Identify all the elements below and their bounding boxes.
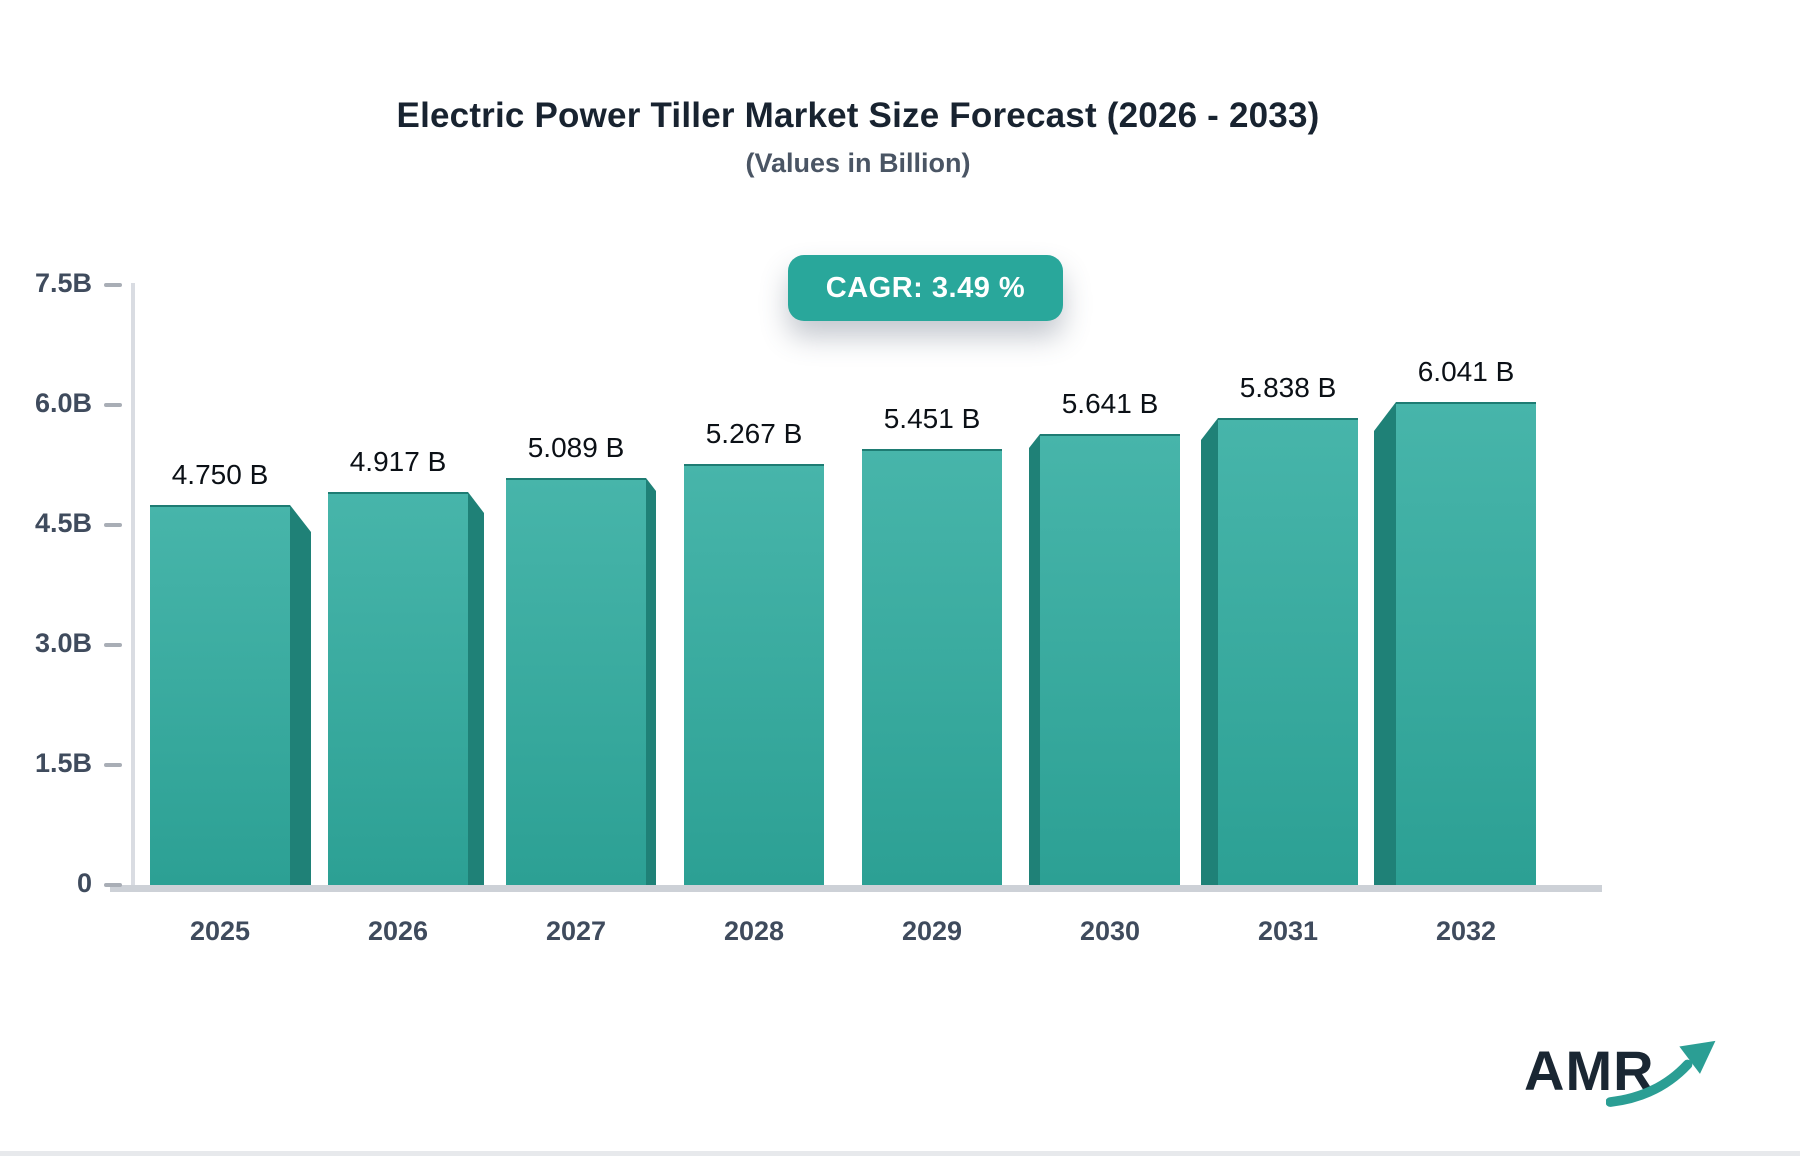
bar-face xyxy=(1218,418,1358,885)
bar-face xyxy=(150,505,290,885)
amr-logo: AMR xyxy=(1524,1030,1734,1125)
chart-title: Electric Power Tiller Market Size Foreca… xyxy=(396,96,1320,135)
y-tick-dash xyxy=(104,523,122,527)
bottom-edge-divider xyxy=(0,1151,1800,1156)
bar-bevel xyxy=(1201,418,1218,885)
bar-face xyxy=(1040,434,1180,885)
y-tick-label: 4.5B xyxy=(34,508,92,538)
bar-value-label: 5.641 B xyxy=(1061,388,1159,419)
bar-bevel xyxy=(1374,402,1396,885)
bar-bevel xyxy=(646,478,656,885)
bar-value-label: 5.838 B xyxy=(1239,372,1337,403)
bar-bevel xyxy=(290,505,311,885)
y-tick-dash xyxy=(104,763,122,767)
cagr-badge-label: CAGR: 3.49 % xyxy=(825,271,1026,304)
bar-bevel xyxy=(1029,434,1040,885)
bar-face xyxy=(684,464,824,885)
bar-value-label: 6.041 B xyxy=(1417,356,1515,387)
amr-logo-text: AMR xyxy=(1524,1039,1655,1102)
y-tick-dash xyxy=(104,883,122,887)
x-axis-label: 2025 xyxy=(189,916,251,946)
y-tick-dash xyxy=(104,283,122,287)
cagr-badge: CAGR: 3.49 % xyxy=(788,255,1063,321)
x-axis-label: 2030 xyxy=(1079,916,1141,946)
x-axis-label: 2031 xyxy=(1257,916,1319,946)
bar-face xyxy=(328,492,468,885)
bar-value-label: 4.750 B xyxy=(171,459,269,490)
y-tick-dash xyxy=(104,403,122,407)
bar-face xyxy=(506,478,646,885)
x-axis-label: 2027 xyxy=(545,916,607,946)
bar-face xyxy=(862,449,1002,885)
x-axis-label: 2026 xyxy=(367,916,429,946)
trend-arrow-icon xyxy=(1606,1040,1716,1107)
bar-value-label: 5.089 B xyxy=(527,432,625,463)
x-baseline xyxy=(110,885,1602,892)
y-tick-label: 0 xyxy=(76,868,92,898)
x-axis-label: 2028 xyxy=(723,916,785,946)
y-tick-dash xyxy=(104,643,122,647)
bar-value-label: 5.451 B xyxy=(883,403,981,434)
y-tick-label: 7.5B xyxy=(34,268,92,298)
bar-face xyxy=(1396,402,1536,885)
y-tick-label: 6.0B xyxy=(34,388,92,418)
bar-bevel xyxy=(468,492,484,885)
x-axis-label: 2029 xyxy=(901,916,963,946)
chart-subtitle: (Values in Billion) xyxy=(745,148,971,178)
bar-value-label: 4.917 B xyxy=(349,446,447,477)
bar-value-label: 5.267 B xyxy=(705,418,803,449)
y-tick-label: 3.0B xyxy=(34,628,92,658)
x-axis-label: 2032 xyxy=(1435,916,1497,946)
y-tick-label: 1.5B xyxy=(34,748,92,778)
y-axis-line xyxy=(131,283,135,889)
